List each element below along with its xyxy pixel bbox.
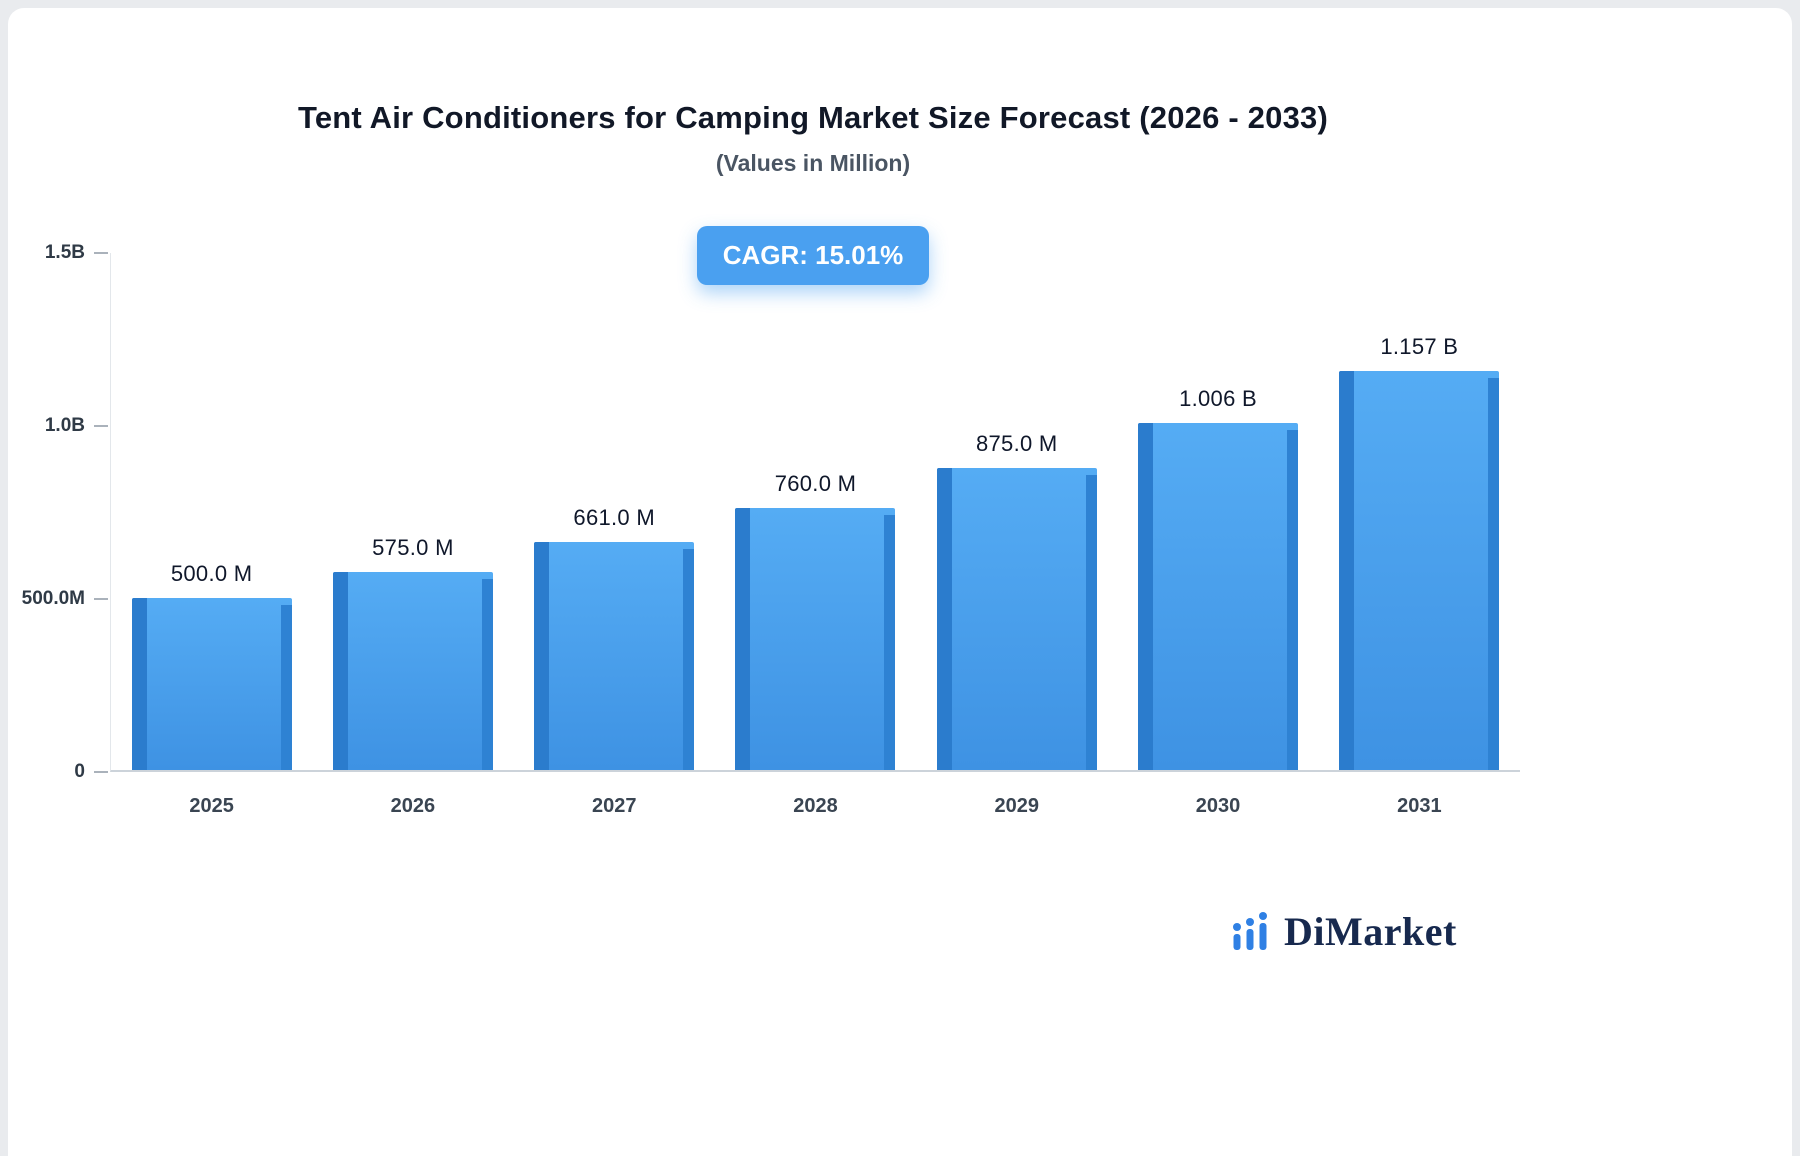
- bar-group: 500.0 M 2025: [111, 253, 312, 817]
- x-axis-label: 2030: [1195, 795, 1241, 817]
- bar-chart-dots-icon: [1233, 911, 1267, 950]
- chart-subtitle: (Values in Million): [715, 150, 911, 176]
- bar-group: 760.0 M 2028: [715, 253, 916, 817]
- y-axis-tick-label: 1.5B: [44, 242, 85, 263]
- bar: [1339, 371, 1500, 770]
- bar-group: 875.0 M 2029: [916, 253, 1117, 817]
- bar-value-label: 875.0 M: [975, 431, 1058, 457]
- bar: [131, 597, 292, 771]
- x-axis-label: 2031: [1397, 795, 1442, 817]
- bar-value-label: 500.0 M: [170, 560, 253, 586]
- brand-name: DiMarket: [1284, 909, 1457, 954]
- y-axis-tick: 500.0M: [22, 588, 108, 610]
- y-axis: 1.5B 1.0B 500.0M 0: [8, 242, 108, 782]
- bars-area: 500.0 M 2025 575.0 M 2026 661.0 M 2027 760.0 M…: [110, 253, 1520, 817]
- brand-logo: DiMarket: [1230, 908, 1457, 955]
- bar-value-label: 661.0 M: [573, 505, 655, 531]
- y-axis-tick-label: 1.0B: [44, 415, 85, 436]
- bar-group: 1.006 B 2030: [1117, 253, 1318, 817]
- y-axis-tick: 1.0B: [45, 415, 108, 437]
- bar-group: 575.0 M 2026: [312, 253, 513, 817]
- x-axis-label: 2027: [591, 795, 637, 817]
- bar: [735, 508, 896, 770]
- bar-group: 1.157 B 2031: [1319, 253, 1520, 817]
- y-axis-tick: 0: [74, 761, 108, 783]
- chart-canvas: Tent Air Conditioners for Camping Market…: [8, 8, 1792, 1156]
- bar-value-label: 760.0 M: [774, 471, 857, 497]
- y-axis-tick-mark: [94, 425, 108, 427]
- chart-title: Tent Air Conditioners for Camping Market…: [298, 100, 1328, 135]
- bar: [936, 468, 1097, 770]
- bar-chart-plot: 1.5B 1.0B 500.0M 0 500.0 M 2025 575.0 M 2026 66…: [22, 242, 1520, 817]
- x-axis-label: 2028: [793, 795, 838, 817]
- bar: [534, 542, 695, 770]
- y-axis-tick-mark: [94, 252, 108, 254]
- y-axis-tick: 1.5B: [45, 242, 108, 264]
- x-axis-label: 2025: [189, 795, 234, 817]
- bar-group: 661.0 M 2027: [514, 253, 715, 817]
- y-axis-tick-label: 500.0M: [21, 588, 85, 609]
- bar-value-label: 1.157 B: [1380, 334, 1459, 360]
- y-axis-tick-label: 0: [74, 761, 85, 782]
- bar-value-label: 575.0 M: [372, 534, 454, 560]
- x-axis-label: 2026: [390, 795, 436, 817]
- bar-value-label: 1.006 B: [1179, 386, 1258, 412]
- bar: [1138, 423, 1299, 770]
- y-axis-tick-mark: [94, 598, 108, 600]
- bar: [332, 571, 493, 771]
- x-axis-label: 2029: [994, 795, 1040, 817]
- y-axis-tick-mark: [94, 771, 108, 773]
